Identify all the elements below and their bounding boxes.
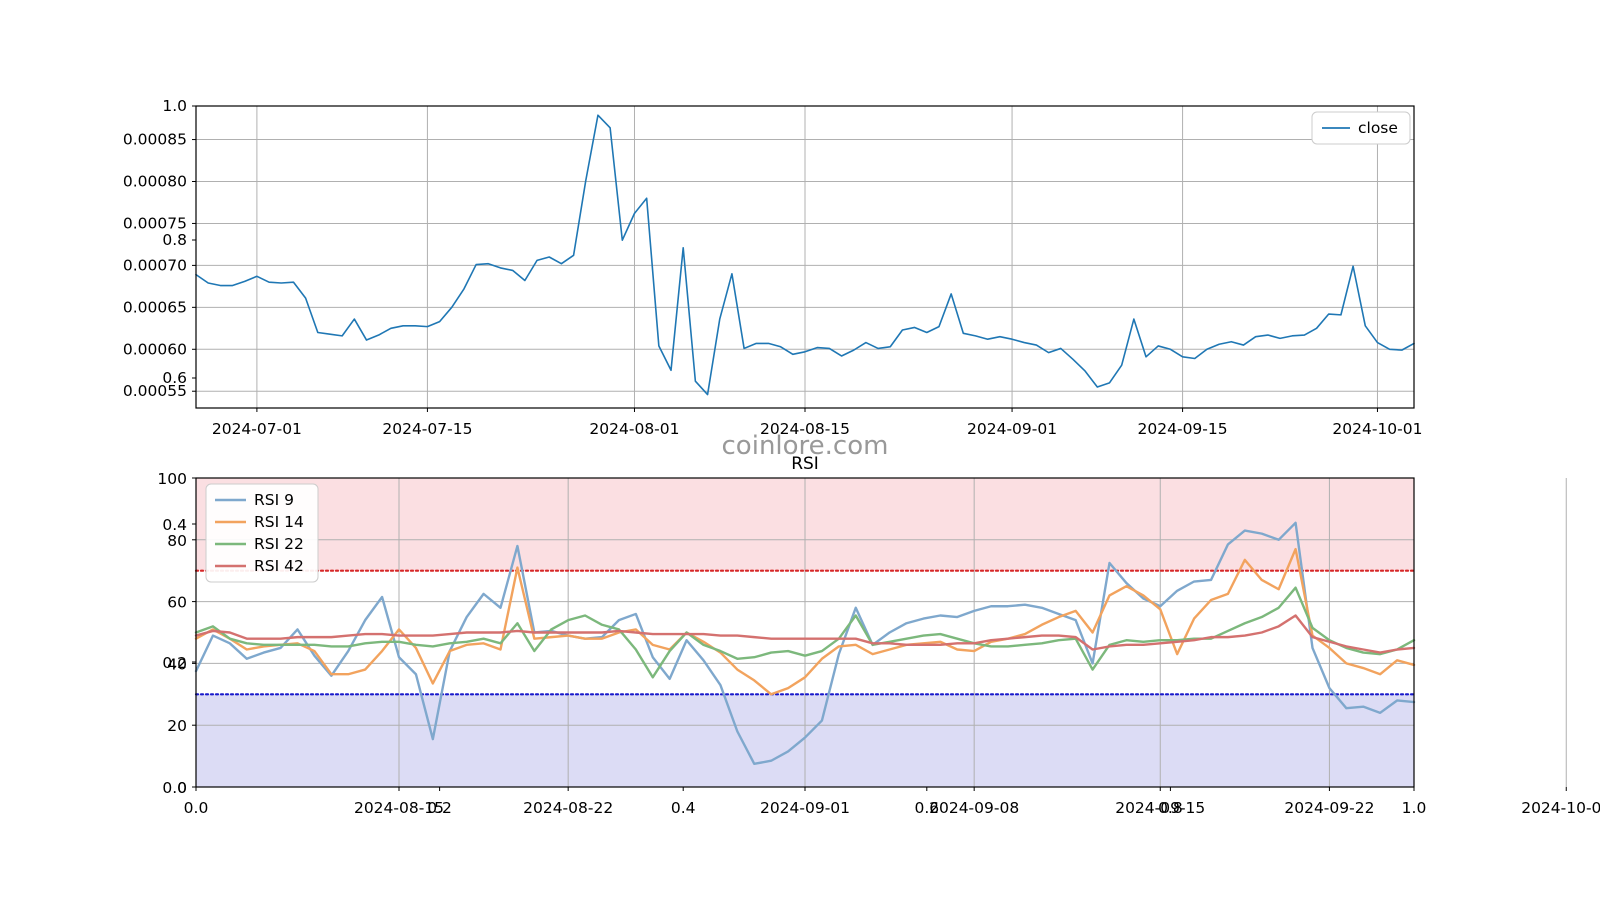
- price-legend-label-close: close: [1358, 119, 1398, 137]
- rsi-axes-frame: [195, 477, 1415, 788]
- watermark-text: coinlore.com: [722, 431, 889, 461]
- price-close-line: [195, 114, 1415, 396]
- rsi-y-tick-label: 0: [177, 779, 187, 797]
- rsi-legend-label-rsi-22: RSI 22: [254, 535, 304, 553]
- rsi-x-tick-label: 2024-09-22: [1284, 799, 1374, 817]
- price-y-tick-label: 0.00080: [123, 173, 187, 191]
- price-y-tick-label: 0.00075: [123, 214, 187, 232]
- rsi-title: RSI: [791, 454, 819, 474]
- rsi-x-tick-label: 2024-10-01: [1521, 799, 1600, 817]
- rsi-legend: RSI 9 RSI 14 RSI 22 RSI 42: [205, 483, 319, 583]
- rsi-y-tick-label: 60: [167, 594, 187, 612]
- rsi-x-tick-label: 2024-09-01: [760, 799, 850, 817]
- rsi-secondary-y-tick-label: 0.0: [162, 779, 187, 797]
- price-y-tick-label: 0.00070: [123, 256, 187, 274]
- rsi-legend-box: [205, 483, 319, 583]
- rsi-secondary-y-tick-label: 0.4: [162, 516, 187, 534]
- rsi-series-line-rsi-14: [194, 547, 1416, 696]
- price-y-tick-label: 0.00085: [123, 131, 187, 149]
- rsi-x-tick-label: 2024-08-22: [523, 799, 613, 817]
- rsi-y-tick-label: 40: [167, 655, 187, 673]
- price-secondary-y-tick-label: 0.6: [162, 369, 187, 387]
- rsi-secondary-x-tick-label: 0.6: [914, 799, 939, 817]
- rsi-x-tick-label: 2024-09-08: [929, 799, 1019, 817]
- price-secondary-y-tick-label: 1.0: [162, 97, 187, 115]
- rsi-secondary-x-tick-label: 1.0: [1402, 799, 1427, 817]
- rsi-x-tick-label: 2024-09-15: [1115, 799, 1205, 817]
- rsi-series-line-rsi-9: [194, 521, 1416, 766]
- price-x-tick-label: 2024-10-01: [1332, 420, 1422, 438]
- price-x-tick-label: 2024-09-15: [1138, 420, 1228, 438]
- rsi-y-tick-label: 20: [167, 717, 187, 735]
- price-y-tick-label: 0.00055: [123, 382, 187, 400]
- price-axes-frame: [195, 105, 1415, 409]
- rsi-secondary-x-tick-label: 0.8: [1158, 799, 1183, 817]
- price-y-tick-label: 0.00060: [123, 340, 187, 358]
- rsi-legend-label-rsi-14: RSI 14: [254, 513, 304, 531]
- rsi-secondary-x-tick-label: 0.0: [184, 799, 209, 817]
- rsi-x-tick-label: 2024-08-15: [354, 799, 444, 817]
- price-x-tick-label: 2024-07-01: [212, 420, 302, 438]
- price-secondary-y-tick-label: 0.8: [162, 231, 187, 249]
- rsi-series-line-rsi-42: [194, 614, 1416, 654]
- price-y-tick-label: 0.00065: [123, 298, 187, 316]
- rsi-legend-label-rsi-9: RSI 9: [254, 491, 294, 509]
- rsi-series-line-rsi-22: [194, 586, 1416, 679]
- price-x-tick-label: 2024-07-15: [382, 420, 472, 438]
- price-x-tick-label: 2024-09-01: [967, 420, 1057, 438]
- rsi-legend-label-rsi-42: RSI 42: [254, 557, 304, 575]
- rsi-y-tick-label: 100: [157, 470, 187, 488]
- price-legend: close: [1311, 111, 1411, 145]
- price-legend-box: [1311, 111, 1411, 145]
- rsi-secondary-x-tick-label: 0.4: [671, 799, 696, 817]
- price-panel: 0.00055 0.00060 0.00065 0.00070 0.00075 0.000…: [123, 97, 1423, 438]
- price-x-tick-label: 2024-08-15: [760, 420, 850, 438]
- rsi-y-tick-label: 80: [167, 532, 187, 550]
- rsi-panel: 0 20 40 60 80 100 0.0 0.2 0.4 2024-08-15 2024-08-2…: [157, 454, 1600, 817]
- rsi-secondary-x-tick-label: 0.2: [427, 799, 452, 817]
- rsi-secondary-y-tick-label: 0.2: [162, 654, 187, 672]
- price-x-tick-label: 2024-08-01: [589, 420, 679, 438]
